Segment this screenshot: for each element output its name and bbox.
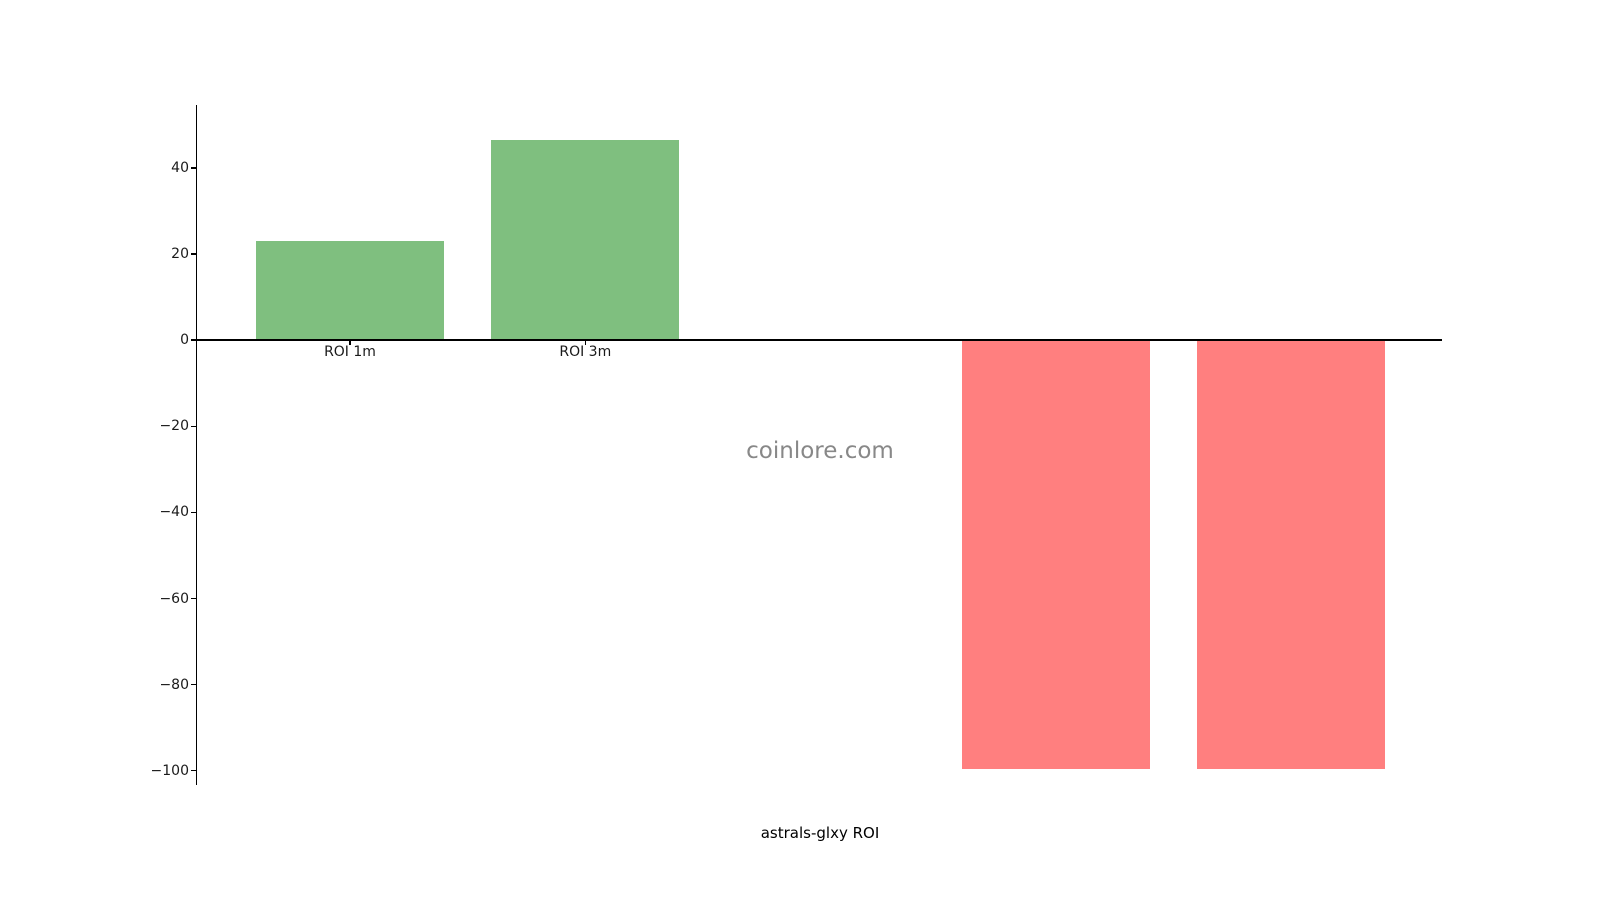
watermark: coinlore.com xyxy=(746,438,894,464)
x-tick-label: ROI 3m xyxy=(559,343,612,360)
bar-roi-1m xyxy=(256,241,444,341)
y-tick-label: 40 xyxy=(171,159,189,176)
y-tick xyxy=(191,339,197,341)
bar-roi-3m xyxy=(491,139,680,341)
y-tick-label: 20 xyxy=(171,246,189,262)
y-axis-line xyxy=(195,105,197,785)
y-tick-label: −40 xyxy=(159,504,189,521)
y-tick-label: −80 xyxy=(159,676,189,693)
bar-3 xyxy=(961,340,1150,770)
y-tick-label: −100 xyxy=(150,762,189,779)
y-tick xyxy=(191,253,197,255)
chart-title: astrals-glxy ROI xyxy=(760,824,880,842)
y-tick-label: −20 xyxy=(159,418,189,435)
y-tick xyxy=(191,770,197,772)
y-tick xyxy=(191,597,197,600)
y-tick xyxy=(191,167,197,169)
x-axis-line xyxy=(197,339,1442,341)
x-tick xyxy=(584,340,586,346)
x-tick xyxy=(349,340,351,346)
bar-4 xyxy=(1197,340,1386,770)
x-tick-label: ROI 1m xyxy=(324,343,376,360)
y-tick-label: −60 xyxy=(159,590,189,607)
y-tick xyxy=(191,684,197,686)
y-tick-label: 0 xyxy=(180,332,189,349)
y-tick xyxy=(191,511,197,514)
y-tick xyxy=(191,425,197,427)
